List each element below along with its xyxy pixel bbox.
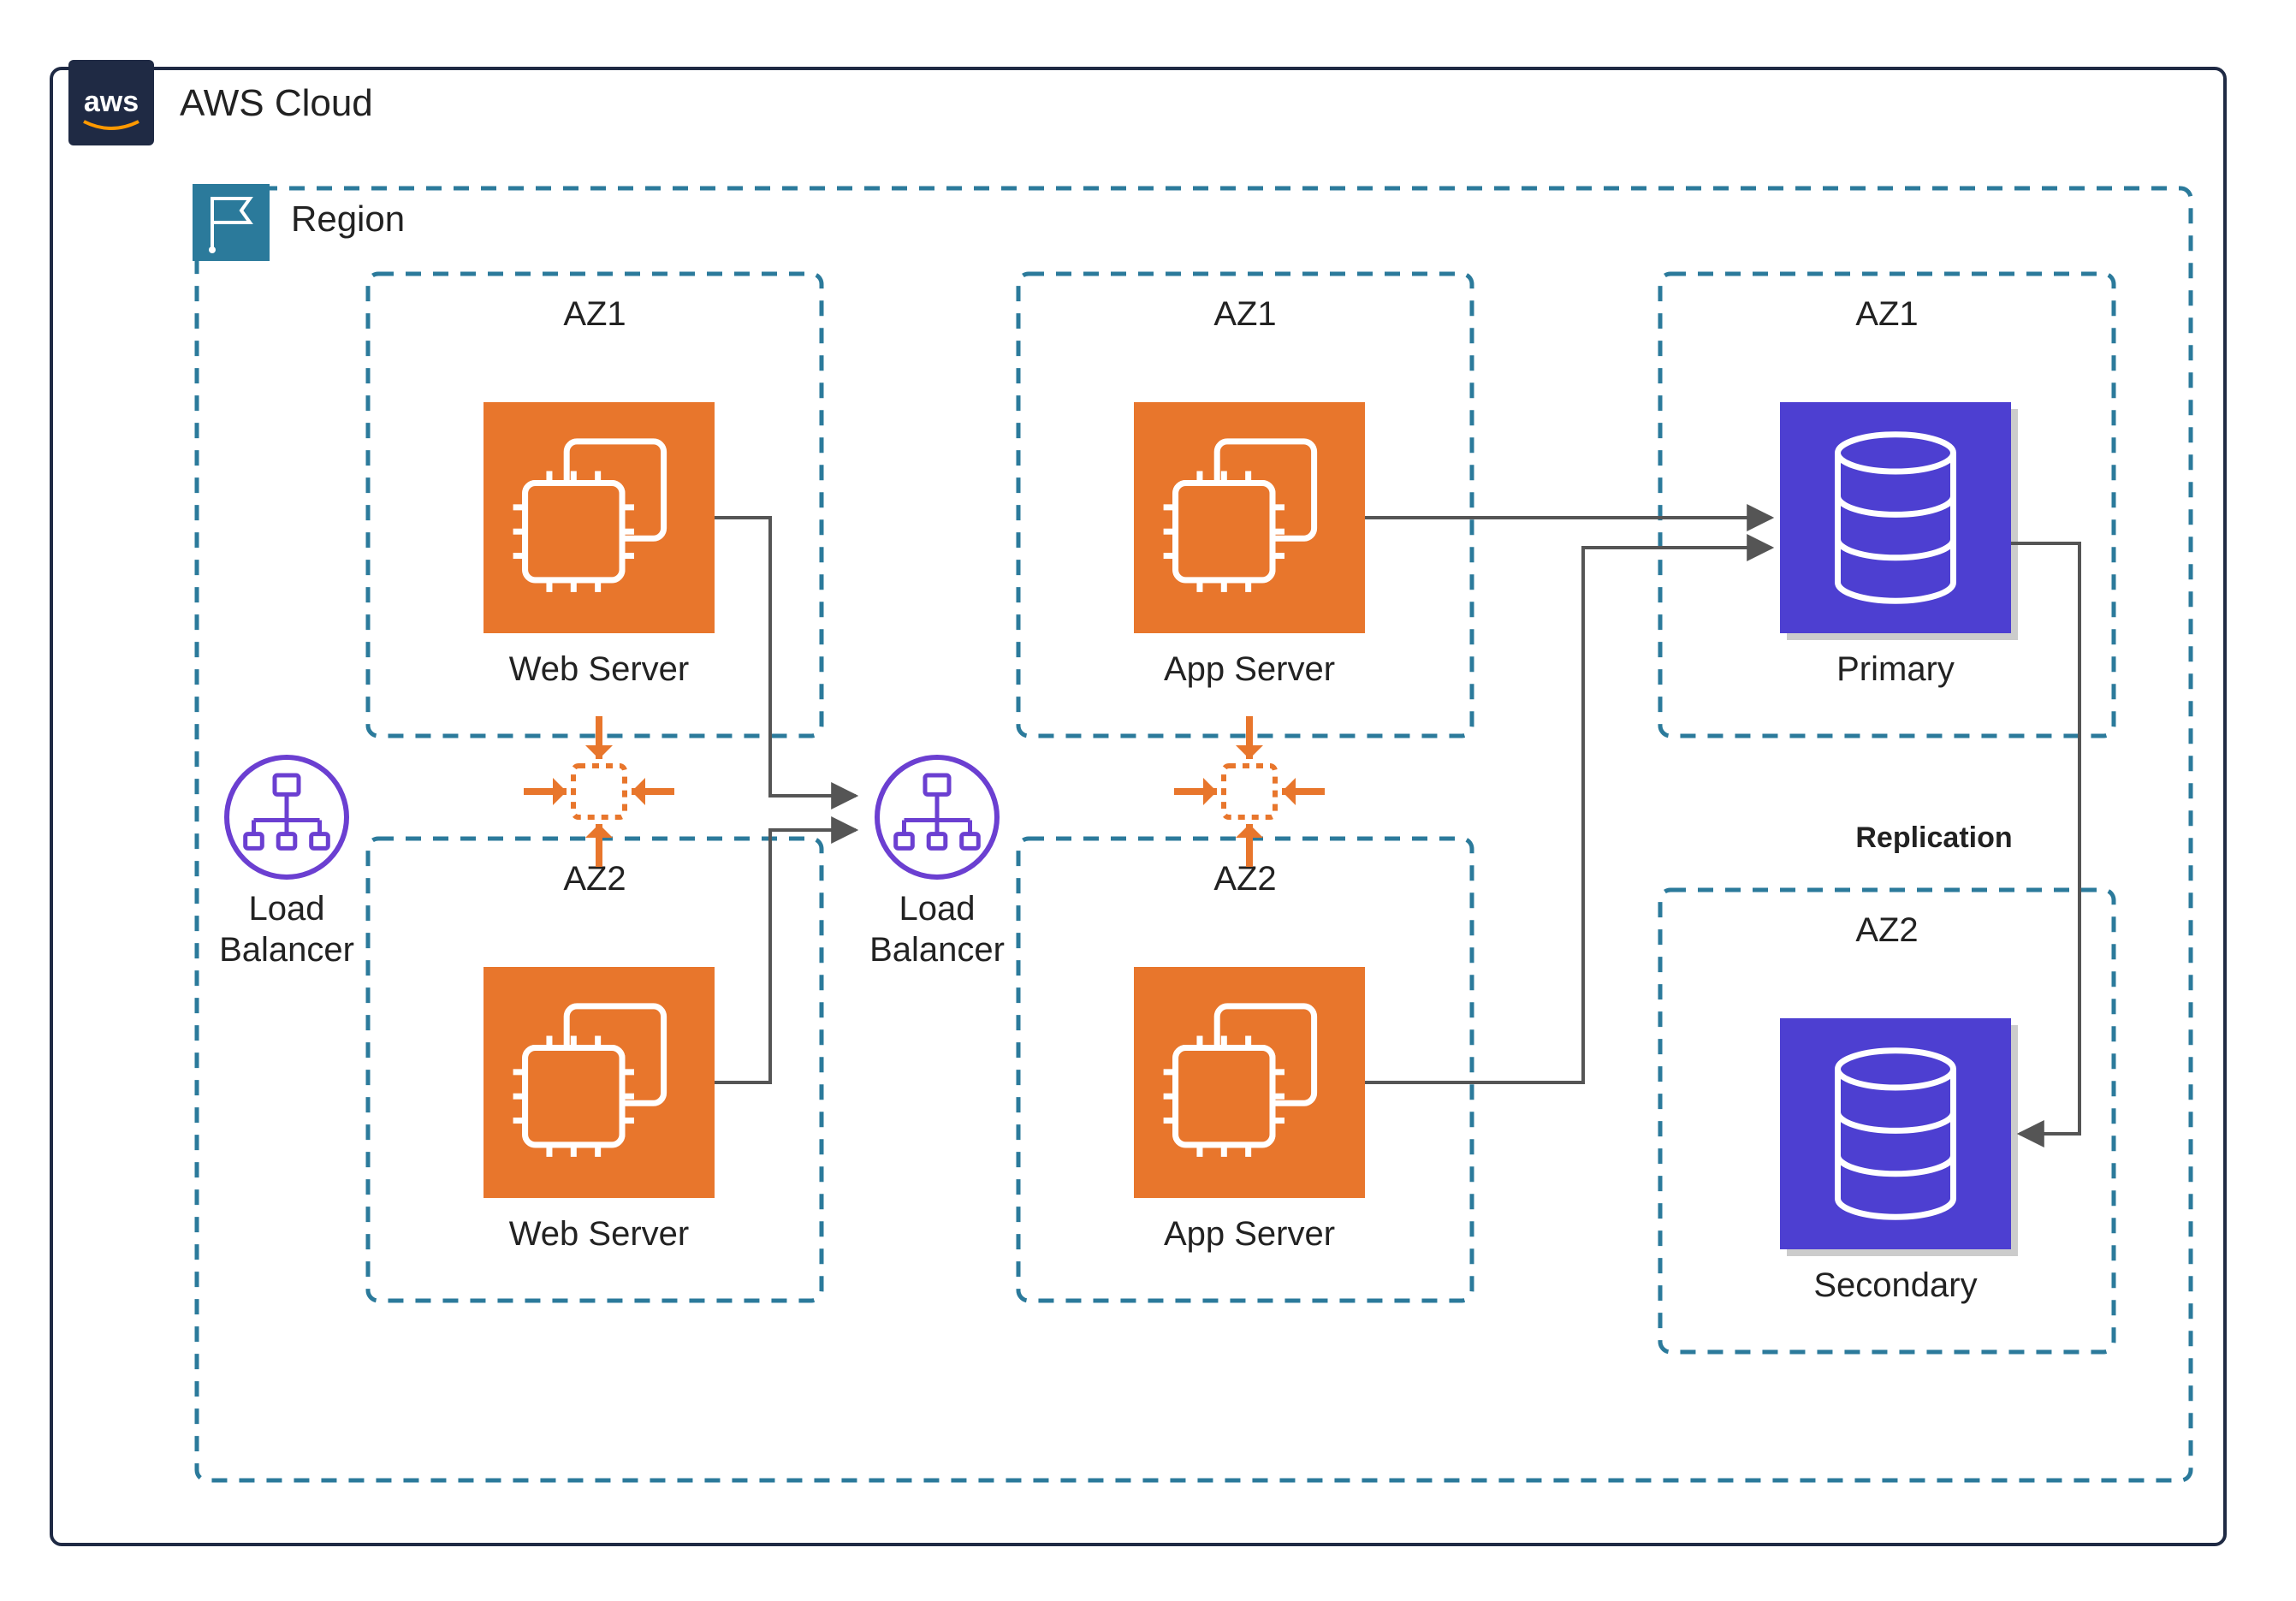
az-title-db2: AZ2 bbox=[1855, 911, 1918, 949]
edge-webA-lb2 bbox=[715, 518, 856, 796]
aws-cloud-frame bbox=[51, 68, 2225, 1545]
region-label: Region bbox=[291, 199, 405, 239]
edge-webB-lb2 bbox=[715, 830, 856, 1082]
ec2-label-appB: App Server bbox=[1164, 1215, 1335, 1253]
db-label-dbB: Secondary bbox=[1813, 1266, 1977, 1304]
edge-appB-dbA bbox=[1365, 548, 1771, 1082]
ec2-label-webA: Web Server bbox=[509, 650, 689, 688]
az-title-web2: AZ2 bbox=[563, 860, 626, 898]
az-title-app1: AZ1 bbox=[1213, 295, 1276, 333]
lb-label-lb2: Balancer bbox=[869, 931, 1005, 969]
aws-cloud-label: AWS Cloud bbox=[180, 82, 373, 124]
az-title-db1: AZ1 bbox=[1855, 295, 1918, 333]
edge-label-dbA-dbB: Replication bbox=[1855, 821, 2012, 854]
lb-label-lb1: Load bbox=[249, 890, 325, 928]
lb-label-lb1: Balancer bbox=[219, 931, 354, 969]
autoscale-icon-asg1 bbox=[524, 716, 674, 867]
aws-badge-text: aws bbox=[84, 86, 139, 118]
edge-dbA-dbB bbox=[2011, 543, 2079, 1134]
ec2-label-appA: App Server bbox=[1164, 650, 1335, 688]
db-label-dbA: Primary bbox=[1836, 650, 1955, 688]
ec2-label-webB: Web Server bbox=[509, 1215, 689, 1253]
lb-label-lb2: Load bbox=[899, 890, 976, 928]
az-title-app2: AZ2 bbox=[1213, 860, 1276, 898]
az-title-web1: AZ1 bbox=[563, 295, 626, 333]
autoscale-icon-asg2 bbox=[1174, 716, 1325, 867]
